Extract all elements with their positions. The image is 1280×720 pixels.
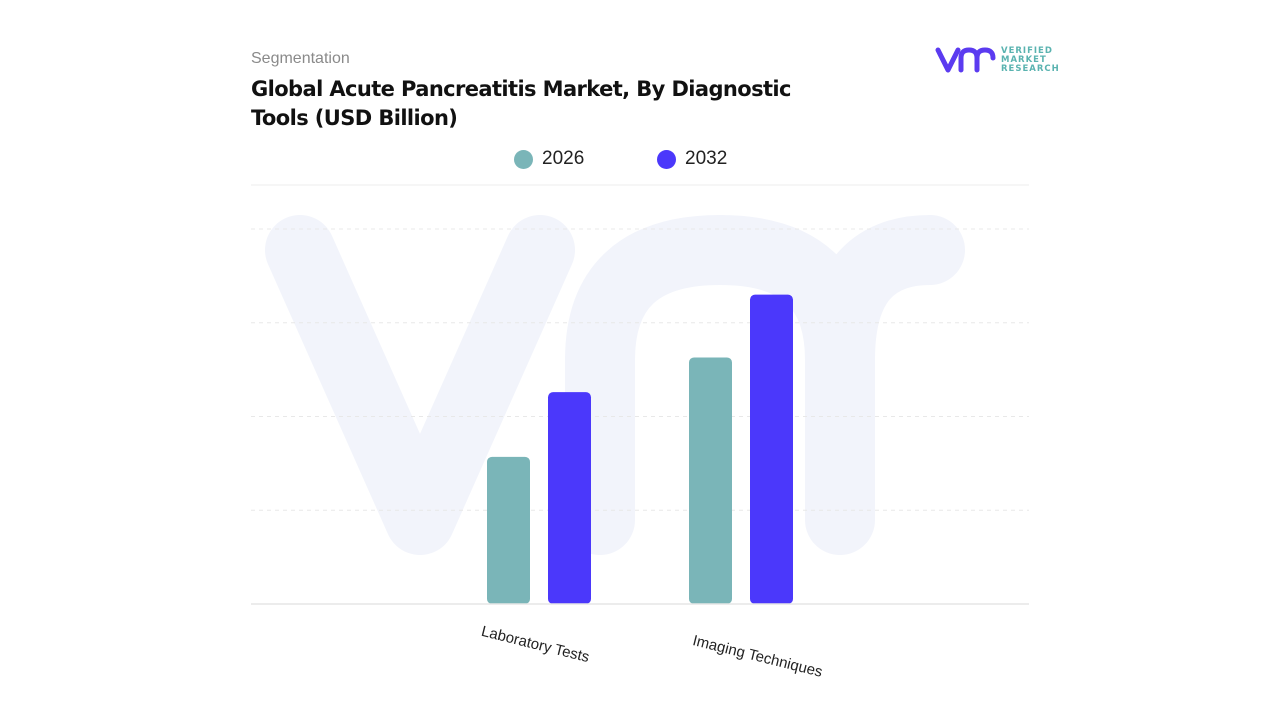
logo: VERIFIED MARKET RESEARCH [935,44,1060,79]
legend-label: 2032 [685,148,728,169]
bar-2032-laboratory-tests [548,392,591,604]
segment-label: Segmentation [251,50,350,67]
chart-title: Global Acute Pancreatitis Market, By Dia… [251,77,791,130]
legend: 2026 2032 [0,148,1280,174]
legend-swatch-icon [657,149,676,169]
watermark [265,215,965,555]
bar-2032-imaging-techniques [750,294,793,604]
legend-item-2026: 2026 [514,148,584,170]
legend-swatch-icon [514,149,533,169]
svg-text:MARKET: MARKET [1001,55,1047,65]
bar-2026-laboratory-tests [487,456,530,604]
legend-label: 2026 [542,148,585,169]
legend-item-2032: 2032 [657,148,727,170]
svg-text:RESEARCH: RESEARCH [1001,64,1060,74]
bar-2026-imaging-techniques [689,357,732,604]
svg-text:VERIFIED: VERIFIED [1001,46,1053,56]
